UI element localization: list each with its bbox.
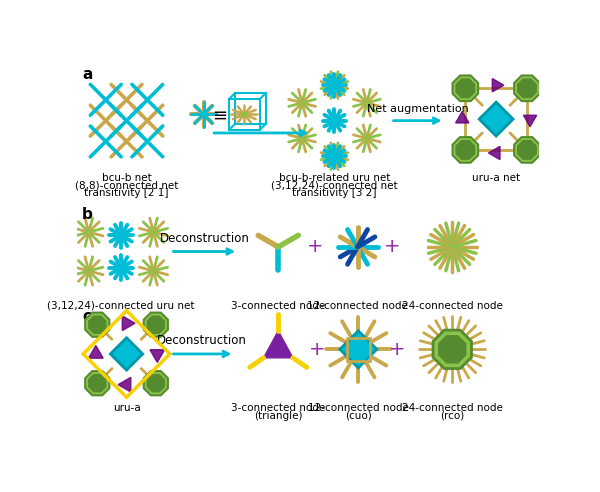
Text: transitivity [3 2]: transitivity [3 2]: [292, 188, 377, 198]
Text: Deconstruction: Deconstruction: [157, 334, 247, 347]
Text: c: c: [82, 309, 91, 324]
Text: b: b: [82, 207, 93, 222]
Polygon shape: [518, 141, 536, 159]
Text: bcu-b-related uru net: bcu-b-related uru net: [279, 173, 390, 183]
Text: 12-connected node: 12-connected node: [307, 301, 408, 311]
Text: +: +: [309, 340, 326, 359]
Text: 24-connected node: 24-connected node: [402, 403, 503, 413]
Polygon shape: [89, 375, 106, 392]
Polygon shape: [452, 137, 478, 163]
Text: 12-connected node: 12-connected node: [308, 403, 409, 413]
Text: 24-connected node: 24-connected node: [402, 301, 503, 311]
Text: uru-a: uru-a: [113, 403, 140, 413]
Polygon shape: [147, 375, 164, 392]
Polygon shape: [439, 336, 466, 363]
Text: ≡: ≡: [212, 106, 227, 124]
Polygon shape: [340, 331, 377, 368]
Polygon shape: [88, 345, 103, 358]
Polygon shape: [263, 331, 293, 358]
Polygon shape: [433, 330, 472, 369]
Polygon shape: [85, 312, 109, 337]
Text: (3,12,24)-connected net: (3,12,24)-connected net: [271, 181, 398, 191]
Text: +: +: [389, 340, 405, 359]
Text: (8,8)-connected net: (8,8)-connected net: [75, 181, 178, 191]
Polygon shape: [518, 79, 536, 97]
Polygon shape: [493, 79, 504, 92]
Polygon shape: [455, 111, 469, 123]
Text: +: +: [384, 238, 400, 256]
Polygon shape: [452, 75, 478, 101]
Text: bcu-b net: bcu-b net: [101, 173, 151, 183]
Polygon shape: [122, 316, 135, 331]
Polygon shape: [110, 338, 143, 370]
Polygon shape: [488, 146, 500, 159]
Polygon shape: [514, 75, 540, 101]
Text: 3-connected node: 3-connected node: [231, 403, 325, 413]
Text: +: +: [307, 238, 323, 256]
Polygon shape: [89, 316, 106, 333]
Text: (rco): (rco): [440, 411, 464, 421]
Polygon shape: [479, 102, 513, 136]
Text: (triangle): (triangle): [254, 411, 302, 421]
Polygon shape: [118, 377, 131, 392]
Polygon shape: [456, 141, 475, 159]
Text: transitivity [2 1]: transitivity [2 1]: [85, 188, 169, 198]
Text: (3,12,24)-connected uru net: (3,12,24)-connected uru net: [47, 301, 195, 311]
Polygon shape: [144, 312, 168, 337]
Polygon shape: [150, 350, 164, 363]
Text: (cuo): (cuo): [345, 411, 371, 421]
Text: Net augmentation: Net augmentation: [367, 104, 469, 114]
Polygon shape: [456, 79, 475, 97]
Polygon shape: [144, 371, 168, 395]
Text: a: a: [82, 67, 92, 82]
Polygon shape: [147, 316, 164, 333]
Text: uru-a net: uru-a net: [472, 173, 520, 183]
Circle shape: [242, 112, 247, 117]
Polygon shape: [514, 137, 540, 163]
Text: Deconstruction: Deconstruction: [160, 232, 249, 245]
Polygon shape: [85, 371, 109, 395]
Polygon shape: [523, 115, 536, 127]
Text: 3-connected node: 3-connected node: [231, 301, 325, 311]
